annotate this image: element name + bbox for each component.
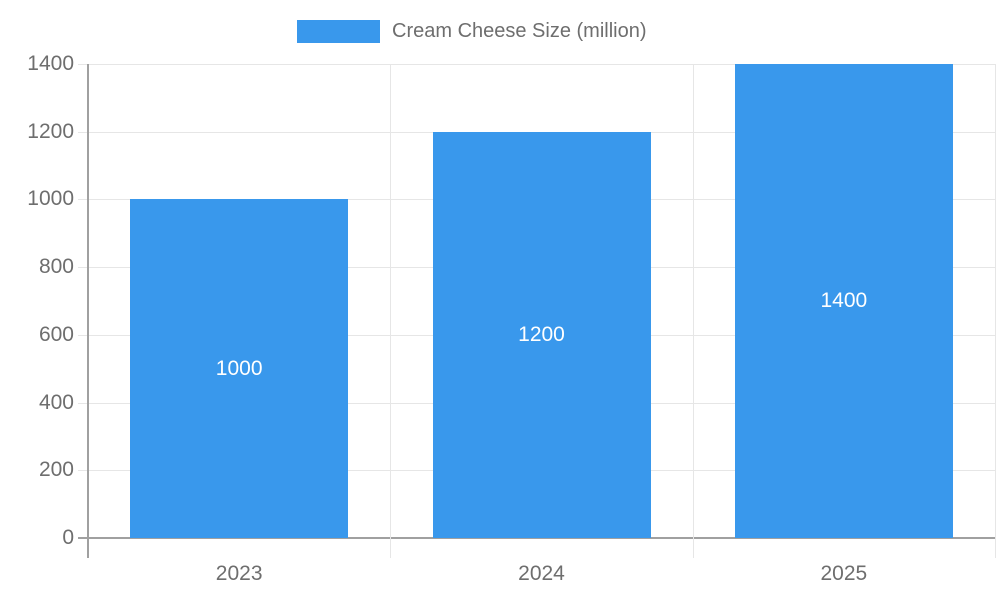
y-axis-tick-label: 1000 (27, 187, 74, 211)
gridline-vertical (390, 64, 392, 558)
bar-value-label: 1000 (215, 356, 263, 380)
y-axis-tick-label: 0 (62, 526, 74, 549)
x-axis-tick-label: 2023 (215, 562, 263, 585)
y-axis-tick-label: 1400 (27, 52, 74, 75)
plot-area: 1000 1200 1400 (78, 64, 996, 558)
legend-label: Cream Cheese Size (million) (392, 20, 647, 42)
gridline-vertical (995, 64, 996, 558)
legend-item[interactable]: Cream Cheese Size (million) (297, 20, 647, 43)
y-axis-line (87, 64, 89, 558)
bar-value-label: 1200 (518, 322, 565, 346)
y-axis-tick-label: 1200 (27, 119, 74, 143)
y-axis-tick-label: 200 (38, 458, 74, 482)
x-axis-tick-label: 2025 (820, 562, 868, 585)
x-axis-tick-label: 2024 (518, 562, 565, 585)
x-axis-line (78, 537, 995, 539)
gridline-vertical (692, 64, 694, 558)
y-axis-tick-label: 600 (38, 322, 74, 346)
gridline-horizontal (78, 64, 995, 65)
bar-2023[interactable]: 1000 (130, 199, 349, 538)
y-axis-tick-label: 800 (38, 255, 74, 279)
bar-2025[interactable]: 1400 (734, 64, 953, 538)
bar-value-label: 1400 (820, 289, 868, 312)
legend-swatch-icon (297, 20, 380, 43)
bar-2024[interactable]: 1200 (432, 131, 651, 538)
y-axis-tick-label: 400 (38, 390, 74, 414)
